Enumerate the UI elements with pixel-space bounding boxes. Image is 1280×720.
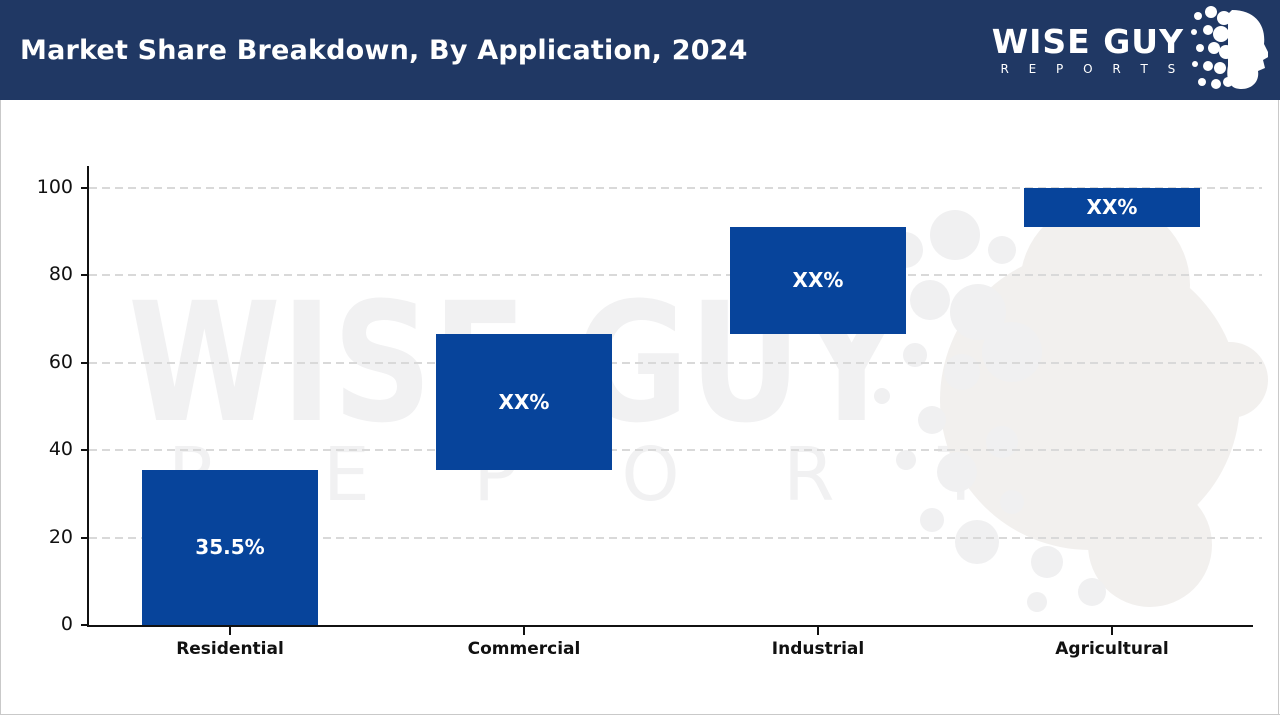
y-axis-tick-label-100: 100 [36,175,73,198]
y-axis-tick-0 [81,624,89,626]
header-bar: Market Share Breakdown, By Application, … [0,0,1280,100]
gridline-y100 [89,186,1262,189]
frame-bottom-border [0,714,1280,715]
gridline-y80 [89,274,1262,276]
bar-value-label: XX% [1086,195,1138,220]
wiseguy-logo: WISE GUY R E P O R T S [992,0,1268,100]
x-axis-tick-agricultural [1111,627,1113,635]
x-axis-spine [87,625,1253,627]
gridline-y20 [89,536,1262,539]
y-axis-tick-100 [81,186,89,189]
x-axis-label-commercial: Commercial [467,639,581,659]
bar-value-label: XX% [498,389,550,414]
bar-agricultural: XX% [1024,187,1200,227]
logo-wordmark-line1: WISE GUY [991,22,1184,61]
gridline-y40 [89,449,1262,451]
y-axis-tick-label-40: 40 [48,438,73,460]
y-axis-tick-label-60: 60 [48,350,73,373]
x-axis-label-agricultural: Agricultural [1055,639,1169,659]
chart-title: Market Share Breakdown, By Application, … [20,34,748,66]
y-axis-tick-label-80: 80 [48,263,73,285]
y-axis-tick-label-0: 0 [60,613,73,635]
y-axis-tick-20 [81,536,89,539]
bar-commercial: XX% [436,334,612,470]
frame-left-border [0,100,1,714]
x-axis-label-residential: Residential [176,639,284,659]
y-axis-spine [87,166,89,627]
frame-right-border [1278,100,1279,714]
bar-industrial: XX% [730,226,906,335]
logo-wordmark: WISE GUY R E P O R T S [991,22,1184,77]
logo-face-icon [1191,6,1268,89]
x-axis-tick-industrial [817,627,819,635]
x-axis-tick-residential [229,627,231,635]
bar-value-label: 35.5% [195,535,265,560]
bar-value-label: XX% [792,268,844,293]
bar-residential: 35.5% [142,469,318,625]
x-axis-tick-commercial [523,627,525,635]
x-axis-label-industrial: Industrial [771,639,865,659]
y-axis-tick-80 [81,274,89,276]
y-axis-tick-40 [81,449,89,451]
y-axis-tick-60 [81,361,89,364]
gridline-y60 [89,361,1262,364]
y-axis-tick-label-20: 20 [48,525,73,548]
logo-wordmark-line2: R E P O R T S [1000,62,1184,76]
